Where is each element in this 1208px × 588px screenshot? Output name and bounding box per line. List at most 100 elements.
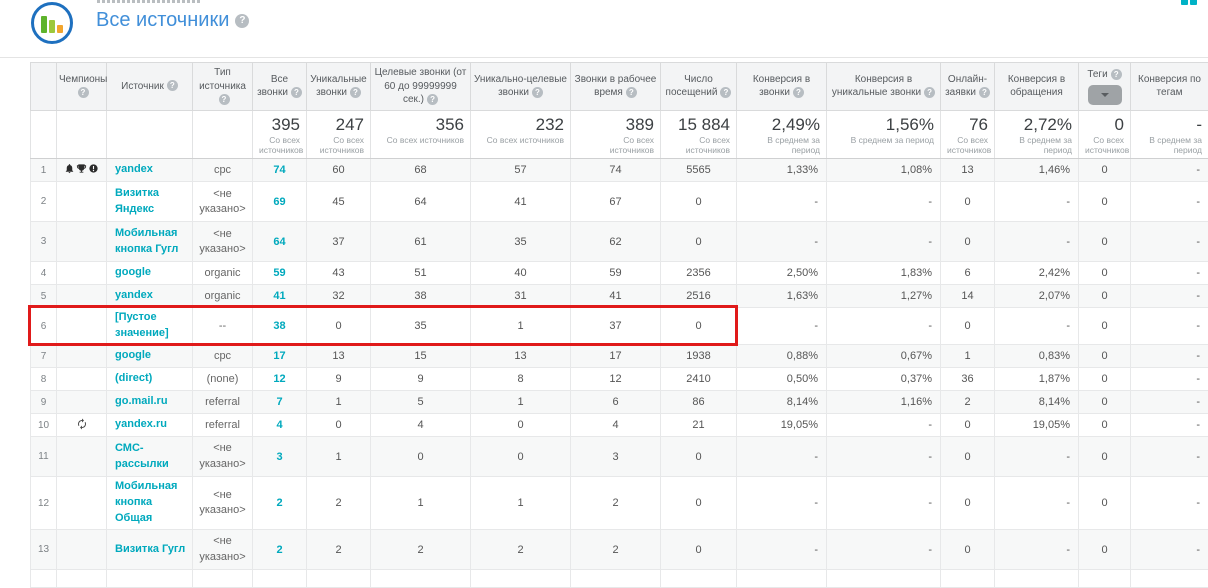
cell-unique-calls: 45: [307, 182, 371, 222]
summary-value: 0: [1085, 115, 1124, 135]
cell-conversion-unique-calls: -: [827, 477, 941, 530]
column-label: Все звонки: [257, 74, 288, 99]
cell-conversion-unique-calls: -: [827, 222, 941, 262]
cell-conversion-contacts: 0,83%: [995, 345, 1079, 368]
all-calls-link[interactable]: 59: [273, 267, 285, 279]
all-calls-link[interactable]: 7: [276, 396, 282, 408]
column-header-source[interactable]: Источник?: [107, 63, 193, 111]
all-calls-link[interactable]: 74: [273, 164, 285, 176]
source-link[interactable]: Мобильная кнопка Общая: [115, 480, 177, 524]
help-icon[interactable]: ?: [720, 87, 731, 98]
source-link[interactable]: [Пустое значение]: [115, 311, 169, 339]
cell-target-calls: 4: [371, 414, 471, 437]
source-type: --: [193, 308, 253, 345]
source-link[interactable]: Мобильная кнопка Гугл: [115, 227, 178, 255]
all-calls-link[interactable]: 4: [276, 419, 282, 431]
source-link[interactable]: Визитка Гугл: [115, 543, 185, 555]
source-link[interactable]: go.mail.ru: [115, 395, 168, 407]
table-settings-icon[interactable]: [1181, 0, 1197, 5]
all-calls-link[interactable]: 64: [273, 236, 285, 248]
all-calls-link[interactable]: 38: [273, 320, 285, 332]
medal-icon[interactable]: [88, 163, 99, 177]
source-link[interactable]: Визитка Яндекс: [115, 187, 159, 215]
source-type: referral: [193, 391, 253, 414]
summary-empty-cell: [193, 110, 253, 159]
cell-all-calls: 7: [253, 391, 307, 414]
column-header-all-calls[interactable]: Все звонки?: [253, 63, 307, 111]
help-icon[interactable]: ?: [167, 80, 178, 91]
all-calls-link[interactable]: 2: [276, 497, 282, 509]
cell-working-hours-calls: 3: [571, 437, 661, 477]
cell-unique-calls: 1: [307, 437, 371, 477]
cell-working-hours-calls: 41: [571, 285, 661, 308]
help-icon[interactable]: ?: [1111, 69, 1122, 80]
help-icon[interactable]: ?: [427, 94, 438, 105]
all-calls-link[interactable]: 12: [273, 373, 285, 385]
source-type: organic: [193, 262, 253, 285]
column-header-champions[interactable]: Чемпионы?: [57, 63, 107, 111]
source-link[interactable]: yandex.ru: [115, 418, 167, 430]
column-header-working-hours-calls[interactable]: Звонки в рабочее время?: [571, 63, 661, 111]
cell-working-hours-calls: 59: [571, 262, 661, 285]
help-icon[interactable]: ?: [924, 87, 935, 98]
cell-conversion-unique-calls: 0,67%: [827, 345, 941, 368]
column-label: Чемпионы: [59, 74, 107, 85]
help-icon[interactable]: ?: [219, 94, 230, 105]
title-help-icon[interactable]: ?: [235, 14, 249, 28]
all-calls-link[interactable]: 3: [276, 451, 282, 463]
cell-unique-calls: 37: [307, 222, 371, 262]
column-header-conversion-unique-calls[interactable]: Конверсия в уникальные звонки?: [827, 63, 941, 111]
refresh-icon[interactable]: [76, 418, 88, 433]
logo-bar-green: [41, 16, 47, 33]
column-header-online-leads[interactable]: Онлайн-заявки?: [941, 63, 995, 111]
champion-badges: [76, 418, 88, 433]
cell-visits: 21: [661, 414, 737, 437]
source-link[interactable]: google: [115, 349, 151, 361]
bell-icon[interactable]: [64, 163, 75, 177]
help-icon[interactable]: ?: [532, 87, 543, 98]
source-link[interactable]: СМС-рассылки: [115, 442, 169, 470]
column-header-unique-calls[interactable]: Уникальные звонки?: [307, 63, 371, 111]
champion-badges: [64, 163, 99, 177]
cell-conversion-tags: -: [1131, 437, 1208, 477]
source-link[interactable]: google: [115, 266, 151, 278]
column-header-conversion-calls[interactable]: Конверсия в звонки?: [737, 63, 827, 111]
source-cell: Визитка Яндекс: [107, 182, 193, 222]
column-header-conversion-contacts[interactable]: Конверсия в обращения: [995, 63, 1079, 111]
cell-working-hours-calls: 67: [571, 182, 661, 222]
column-label: Источник: [121, 81, 164, 92]
trophy-icon[interactable]: [76, 163, 87, 177]
source-link[interactable]: yandex: [115, 163, 153, 175]
source-cell: (direct): [107, 368, 193, 391]
help-icon[interactable]: ?: [626, 87, 637, 98]
all-calls-link[interactable]: 2: [276, 544, 282, 556]
column-header-target-calls[interactable]: Целевые звонки (от 60 до 99999999 сек.)?: [371, 63, 471, 111]
source-link[interactable]: (direct): [115, 372, 152, 384]
all-calls-link[interactable]: 41: [273, 290, 285, 302]
help-icon[interactable]: ?: [979, 87, 990, 98]
column-header-tags[interactable]: Теги?: [1079, 63, 1131, 111]
empty-cell: [307, 570, 371, 588]
all-calls-link[interactable]: 17: [273, 350, 285, 362]
source-link[interactable]: yandex: [115, 289, 153, 301]
cell-unique-target-calls: 8: [471, 368, 571, 391]
source-cell: СМС-рассылки: [107, 437, 193, 477]
column-header-source-type[interactable]: Тип источника?: [193, 63, 253, 111]
source-cell: [Пустое значение]: [107, 308, 193, 345]
help-icon[interactable]: ?: [78, 87, 89, 98]
help-icon[interactable]: ?: [793, 87, 804, 98]
column-header-unique-target-calls[interactable]: Уникально-целевые звонки?: [471, 63, 571, 111]
cell-conversion-contacts: 1,87%: [995, 368, 1079, 391]
column-header-conversion-tags[interactable]: Конверсия по тегам: [1131, 63, 1208, 111]
help-icon[interactable]: ?: [350, 87, 361, 98]
tags-filter-button[interactable]: [1088, 85, 1122, 105]
cell-conversion-contacts: 2,42%: [995, 262, 1079, 285]
cell-conversion-contacts: 1,46%: [995, 159, 1079, 182]
all-calls-link[interactable]: 69: [273, 196, 285, 208]
empty-cell: [253, 570, 307, 588]
column-header-visits[interactable]: Число посещений?: [661, 63, 737, 111]
help-icon[interactable]: ?: [291, 87, 302, 98]
summary-note: В среднем за период: [1001, 135, 1072, 155]
